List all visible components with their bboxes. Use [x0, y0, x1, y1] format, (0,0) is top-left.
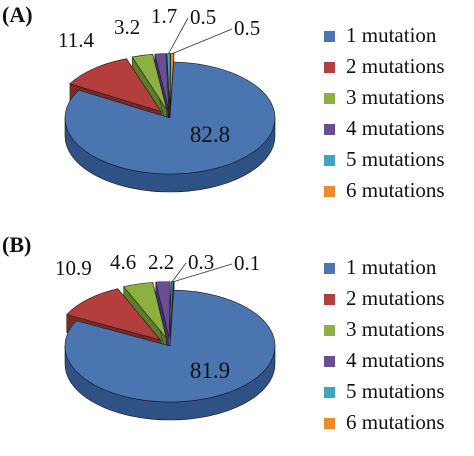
data-label: 4.6 — [110, 250, 136, 274]
legend-swatch — [324, 31, 335, 42]
slice-4 — [155, 281, 171, 338]
data-label: 3.2 — [114, 15, 140, 39]
slices — [64, 53, 276, 193]
slice-5 — [166, 53, 171, 110]
data-label: 0.3 — [188, 250, 214, 274]
legend-entry: 4 mutations — [346, 348, 445, 372]
legend-swatch — [324, 387, 335, 398]
legend-swatch — [324, 93, 335, 104]
legend-entry: 5 mutations — [346, 147, 445, 171]
slice-4 — [154, 53, 170, 110]
legend-entry: 2 mutations — [346, 54, 445, 78]
legend-swatch — [324, 155, 335, 166]
legend: 1 mutation 2 mutations 3 mutations 4 mutati… — [324, 23, 445, 202]
slice-1 — [64, 61, 276, 175]
slice-3 — [123, 282, 167, 339]
slice-2 — [69, 58, 162, 113]
data-label: 2.2 — [148, 250, 174, 274]
legend: 1 mutation 2 mutations 3 mutations 4 mutati… — [324, 255, 445, 434]
legend-swatch — [324, 62, 335, 73]
data-label: 0.5 — [234, 16, 260, 40]
panel-label: (B) — [2, 232, 31, 257]
legend-entry: 3 mutations — [346, 317, 445, 341]
legend-swatch — [324, 356, 335, 367]
legend-swatch — [324, 325, 335, 336]
leader-line — [173, 263, 233, 283]
leader-line — [171, 262, 187, 282]
legend-entry: 2 mutations — [346, 286, 445, 310]
data-label: 11.4 — [58, 28, 94, 52]
data-label: 82.8 — [190, 122, 230, 147]
legend-swatch — [324, 294, 335, 305]
legend-swatch — [324, 124, 335, 135]
data-label: 81.9 — [190, 358, 230, 383]
pie-chart-b: (B) 81.9 10.9 4.6 2.2 0.3 0.1 1 mutation 2 mutat… — [2, 232, 445, 434]
data-label: 10.9 — [55, 256, 92, 280]
data-label: 0.5 — [190, 5, 216, 29]
legend-swatch — [324, 263, 335, 274]
legend-swatch — [324, 186, 335, 197]
leader-line — [168, 17, 189, 54]
legend-entry: 5 mutations — [346, 379, 445, 403]
legend-entry: 4 mutations — [346, 116, 445, 140]
legend-entry: 6 mutations — [346, 410, 445, 434]
legend-entry: 1 mutation — [346, 23, 437, 47]
legend-entry: 3 mutations — [346, 85, 445, 109]
slice-1 — [64, 289, 276, 403]
panel-label: (A) — [2, 2, 33, 27]
slice-3 — [131, 54, 168, 110]
pie-chart-a: (A) 82.8 11.4 3.2 1.7 0.5 0.5 1 mutation 2 mutat… — [2, 2, 445, 202]
slice-2 — [66, 288, 162, 341]
legend-entry: 1 mutation — [346, 255, 437, 279]
legend-entry: 6 mutations — [346, 178, 445, 202]
leader-line — [172, 28, 233, 54]
slices — [64, 281, 276, 421]
data-label: 0.1 — [234, 251, 260, 275]
legend-swatch — [324, 418, 335, 429]
data-label: 1.7 — [151, 4, 177, 28]
